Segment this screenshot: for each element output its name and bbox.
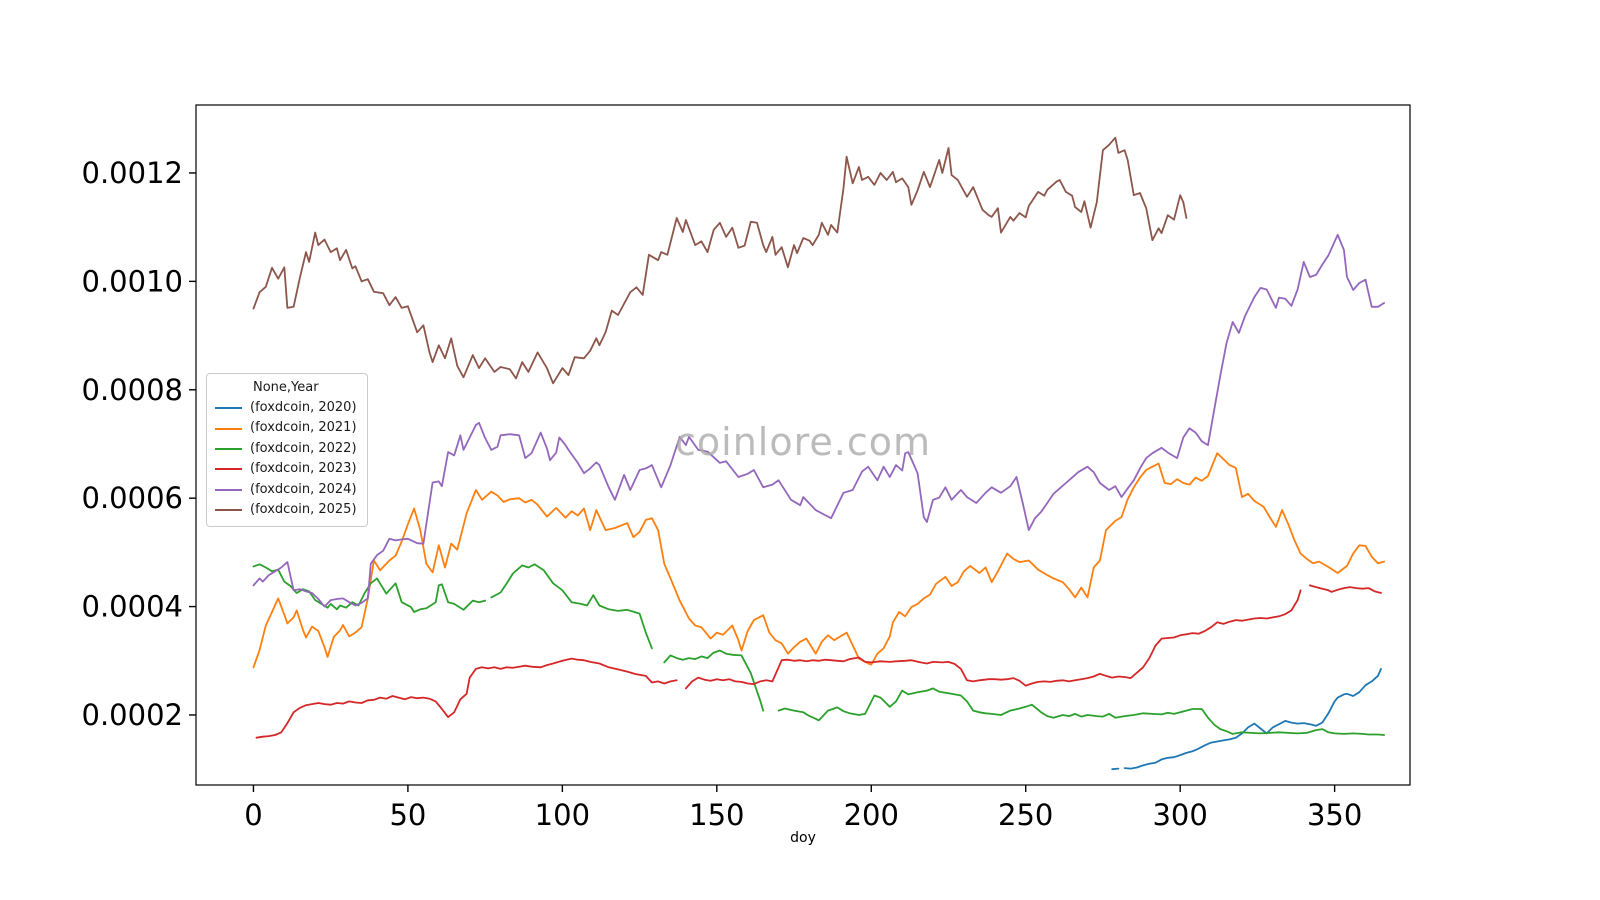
legend-entry-label: (foxdcoin, 2020) <box>250 400 357 415</box>
legend-line-swatch <box>215 427 242 430</box>
legend-entry-label: (foxdcoin, 2024) <box>250 481 357 497</box>
series-line-2023 <box>255 584 1382 739</box>
series-line-2025 <box>252 136 1188 385</box>
x-tick-label: 300 <box>1152 798 1207 832</box>
series-line-2021 <box>252 452 1385 669</box>
x-tick-label: 200 <box>844 798 899 832</box>
series-line-2024 <box>252 233 1385 608</box>
series-line-2020 <box>1111 668 1382 771</box>
legend-line-swatch <box>215 468 242 471</box>
plot-border <box>195 104 1411 786</box>
x-tick-label: 0 <box>244 798 262 832</box>
y-tick-label: 0.0008 <box>82 373 183 407</box>
legend-entry-label: (foxdcoin, 2025) <box>250 502 357 518</box>
x-tick-label: 350 <box>1307 798 1362 832</box>
legend-line-swatch <box>215 407 242 410</box>
legend-line-swatch <box>215 448 242 451</box>
legend-entry-label: (foxdcoin, 2022) <box>250 440 357 456</box>
y-tick-label: 0.0002 <box>82 698 183 732</box>
legend-entry-label: (foxdcoin, 2021) <box>250 420 357 436</box>
legend-entry: (foxdcoin, 2022) <box>215 439 357 459</box>
y-tick-label: 0.0012 <box>82 156 183 190</box>
x-axis-label: doy <box>790 830 816 846</box>
legend-entries: (foxdcoin, 2020) (foxdcoin, 2021) (foxdcoi… <box>215 398 357 520</box>
y-tick-label: 0.0010 <box>82 264 183 298</box>
legend-entry: (foxdcoin, 2024) <box>215 480 357 500</box>
x-tick-label: 100 <box>535 798 590 832</box>
legend: None,Year (foxdcoin, 2020) (foxdcoin, 202… <box>206 373 368 528</box>
y-tick-label: 0.0006 <box>82 481 183 515</box>
series-line-2022 <box>252 563 1385 736</box>
x-tick-label: 50 <box>389 798 426 832</box>
legend-entry: (foxdcoin, 2020) <box>215 398 357 418</box>
x-tick-label: 250 <box>998 798 1053 832</box>
legend-entry-label: (foxdcoin, 2023) <box>250 461 357 477</box>
legend-title: None,Year <box>252 380 319 395</box>
legend-line-swatch <box>215 509 242 512</box>
legend-line-swatch <box>215 488 242 491</box>
y-tick-label: 0.0004 <box>82 590 183 624</box>
legend-entry: (foxdcoin, 2023) <box>215 459 357 479</box>
x-tick-label: 150 <box>689 798 744 832</box>
legend-entry: (foxdcoin, 2021) <box>215 418 357 438</box>
legend-entry: (foxdcoin, 2025) <box>215 500 357 520</box>
